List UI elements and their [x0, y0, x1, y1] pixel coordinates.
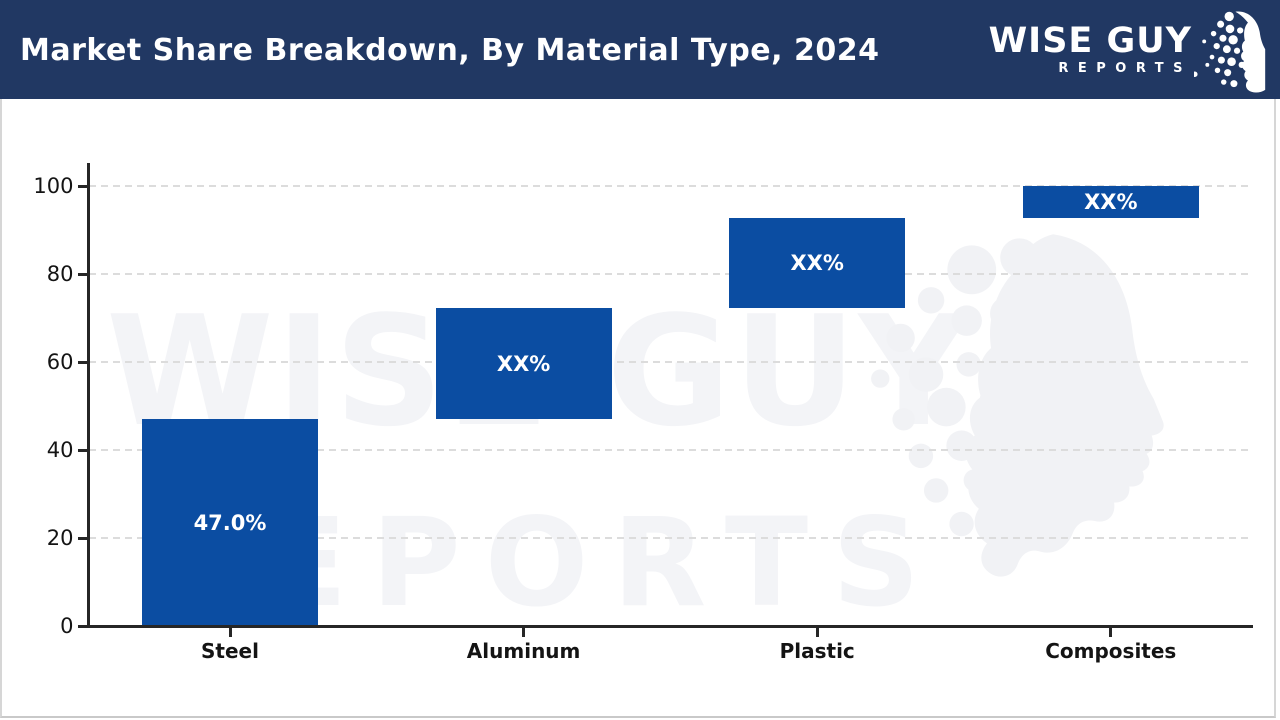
watermark-subtitle: REPORTS: [146, 492, 944, 634]
logo-face-icon: [1194, 11, 1266, 93]
logo-wordmark: WISE GUY: [988, 21, 1192, 61]
wise-guy-logo: WISE GUY REPORTS: [989, 6, 1266, 94]
logo-text: WISE GUY REPORTS: [989, 23, 1192, 77]
header-bar: Market Share Breakdown, By Material Type…: [0, 0, 1280, 99]
page-title: Market Share Breakdown, By Material Type…: [20, 33, 880, 68]
watermark-wordmark: WISE GUY: [106, 283, 971, 460]
watermark-face-icon: [871, 234, 1164, 577]
logo-subtitle: REPORTS: [1058, 61, 1192, 76]
